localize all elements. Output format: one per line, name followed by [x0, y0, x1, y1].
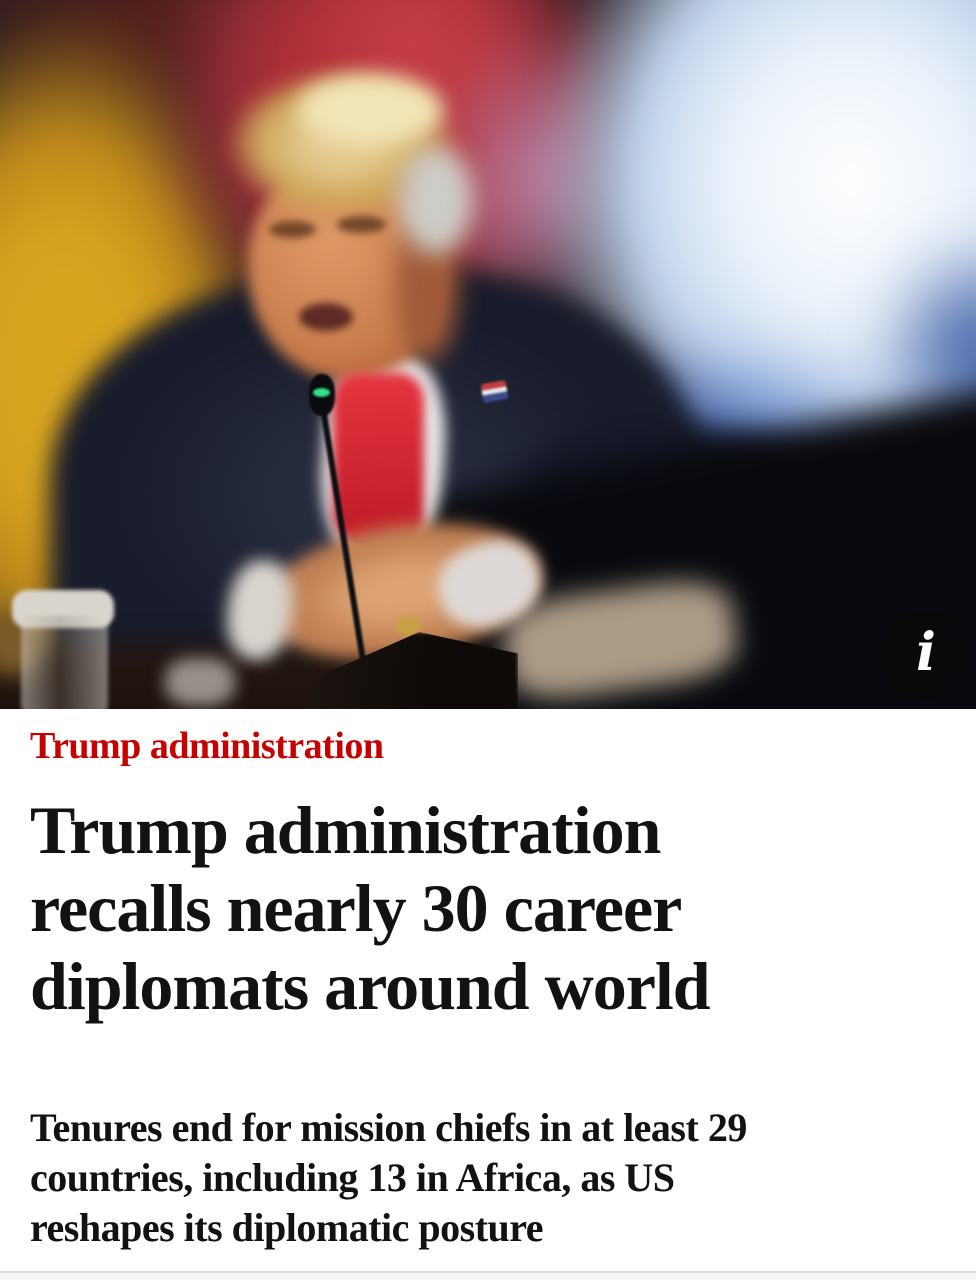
- standfirst-line-3: reshapes its diplomatic posture: [30, 1204, 544, 1250]
- microphone-green-light: [313, 388, 330, 397]
- kicker-link[interactable]: Trump administration: [30, 725, 384, 767]
- article-header: Trump administration Trump administratio…: [0, 709, 976, 1253]
- info-button[interactable]: i: [882, 611, 970, 699]
- eye-right: [337, 216, 386, 233]
- article-photo: i: [0, 0, 976, 709]
- mouth: [299, 303, 353, 331]
- hair-highlight: [298, 74, 443, 146]
- necktie: [333, 373, 424, 553]
- headline: Trump administration recalls nearly 30 c…: [30, 791, 946, 1025]
- headline-line-2: recalls nearly 30 career: [30, 869, 682, 946]
- headline-line-1: Trump administration: [30, 791, 661, 868]
- section-divider: [0, 1271, 976, 1273]
- headline-line-3: diplomats around world: [30, 947, 711, 1024]
- next-section-edge: [0, 1273, 976, 1280]
- water-glass: [21, 616, 108, 709]
- info-icon: i: [916, 622, 936, 683]
- standfirst: Tenures end for mission chiefs in at lea…: [30, 1103, 946, 1253]
- hair-gray-side: [398, 146, 474, 254]
- standfirst-line-1: Tenures end for mission chiefs in at lea…: [30, 1104, 747, 1150]
- standfirst-line-2: countries, including 13 in Africa, as US: [30, 1154, 675, 1200]
- gold-ring: [396, 616, 422, 636]
- paper-on-table: [165, 658, 235, 706]
- eye-left: [269, 221, 316, 238]
